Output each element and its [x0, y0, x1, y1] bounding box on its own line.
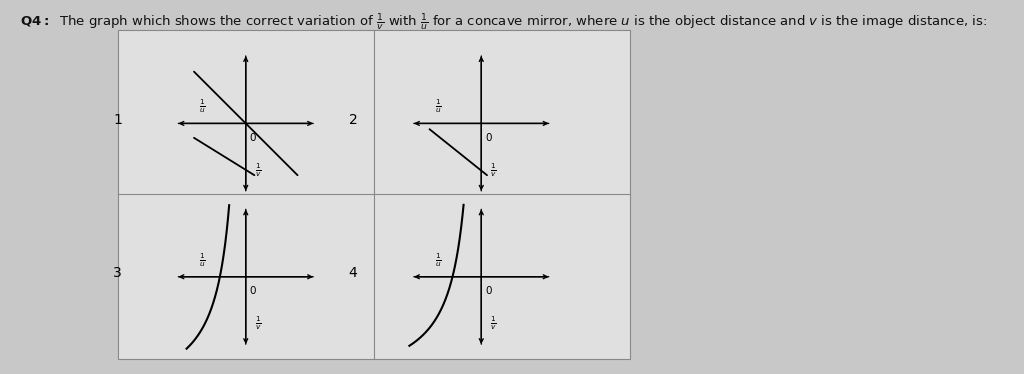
- Text: $\frac{1}{v}$: $\frac{1}{v}$: [490, 315, 497, 332]
- Text: $\frac{1}{u}$: $\frac{1}{u}$: [435, 252, 441, 269]
- Text: 4: 4: [348, 266, 357, 280]
- Text: 0: 0: [485, 133, 492, 142]
- Text: 0: 0: [250, 286, 256, 296]
- Text: 1: 1: [113, 113, 122, 127]
- Text: $\frac{1}{v}$: $\frac{1}{v}$: [490, 162, 497, 179]
- Text: $\frac{1}{u}$: $\frac{1}{u}$: [200, 98, 206, 115]
- Text: $\mathbf{Q4:}$  The graph which shows the correct variation of $\frac{1}{v}$ wit: $\mathbf{Q4:}$ The graph which shows the…: [20, 11, 987, 32]
- Text: 2: 2: [348, 113, 357, 127]
- Text: 3: 3: [113, 266, 122, 280]
- Text: $\frac{1}{u}$: $\frac{1}{u}$: [435, 98, 441, 115]
- Text: 0: 0: [485, 286, 492, 296]
- Text: 0: 0: [250, 133, 256, 142]
- Text: $\frac{1}{v}$: $\frac{1}{v}$: [255, 162, 261, 179]
- Text: $\frac{1}{v}$: $\frac{1}{v}$: [255, 315, 261, 332]
- Text: $\frac{1}{u}$: $\frac{1}{u}$: [200, 252, 206, 269]
